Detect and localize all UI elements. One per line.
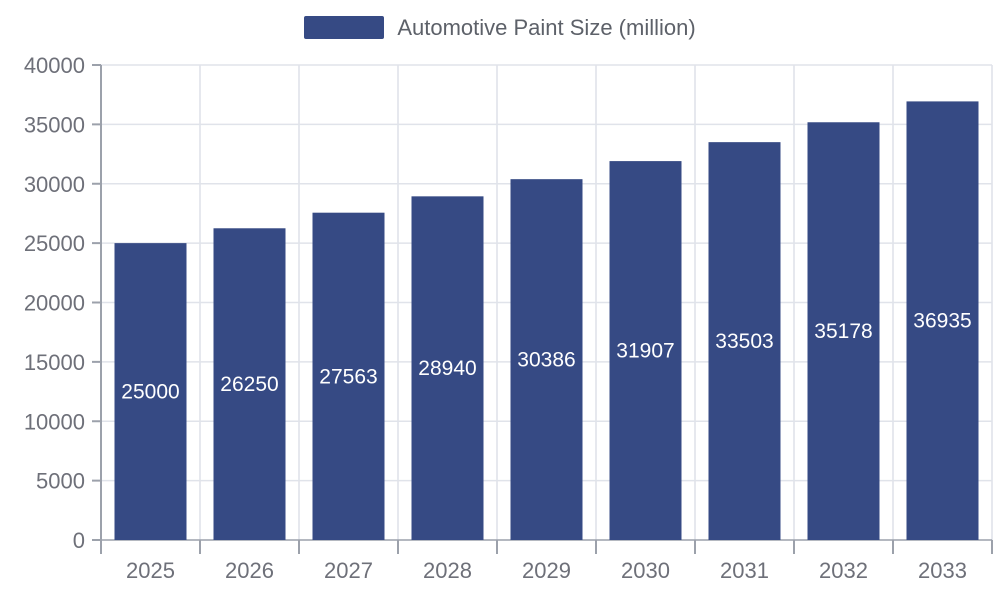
bar-2025[interactable] — [114, 243, 187, 540]
bar-2029[interactable] — [510, 179, 583, 540]
bar-value-label: 36935 — [913, 310, 971, 333]
y-axis-label: 0 — [73, 528, 85, 553]
y-axis-label: 30000 — [24, 172, 85, 197]
y-axis-label: 35000 — [24, 112, 85, 137]
bar-value-label: 33503 — [715, 330, 773, 353]
x-axis-label: 2031 — [720, 558, 769, 583]
legend-item[interactable]: Automotive Paint Size (million) — [0, 16, 1000, 39]
x-axis-label: 2032 — [819, 558, 868, 583]
x-axis-label: 2025 — [126, 558, 175, 583]
bar-value-label: 31907 — [616, 340, 674, 363]
bar-value-label: 30386 — [517, 349, 575, 372]
y-axis-label: 10000 — [24, 409, 85, 434]
legend-swatch-icon — [304, 16, 385, 39]
x-axis-label: 2026 — [225, 558, 274, 583]
bar-value-label: 27563 — [319, 365, 377, 388]
y-axis-label: 25000 — [24, 231, 85, 256]
x-axis-label: 2033 — [918, 558, 967, 583]
x-axis-label: 2029 — [522, 558, 571, 583]
y-axis-label: 5000 — [36, 469, 85, 494]
bar-2033[interactable] — [906, 101, 979, 540]
bar-2031[interactable] — [708, 142, 781, 541]
bar-2026[interactable] — [213, 228, 286, 540]
y-axis-label: 40000 — [24, 53, 85, 78]
y-axis-label: 15000 — [24, 350, 85, 375]
x-axis-label: 2028 — [423, 558, 472, 583]
x-axis-label: 2030 — [621, 558, 670, 583]
bar-2027[interactable] — [312, 212, 385, 540]
y-axis-label: 20000 — [24, 291, 85, 316]
bar-value-label: 25000 — [121, 381, 179, 404]
bar-value-label: 35178 — [814, 320, 872, 343]
bar-2030[interactable] — [609, 161, 682, 540]
bar-value-label: 28940 — [418, 357, 476, 380]
bar-2028[interactable] — [411, 196, 484, 540]
legend-label: Automotive Paint Size (million) — [397, 15, 696, 40]
bar-2032[interactable] — [807, 122, 880, 540]
bar-value-label: 26250 — [220, 373, 278, 396]
x-axis-label: 2027 — [324, 558, 373, 583]
